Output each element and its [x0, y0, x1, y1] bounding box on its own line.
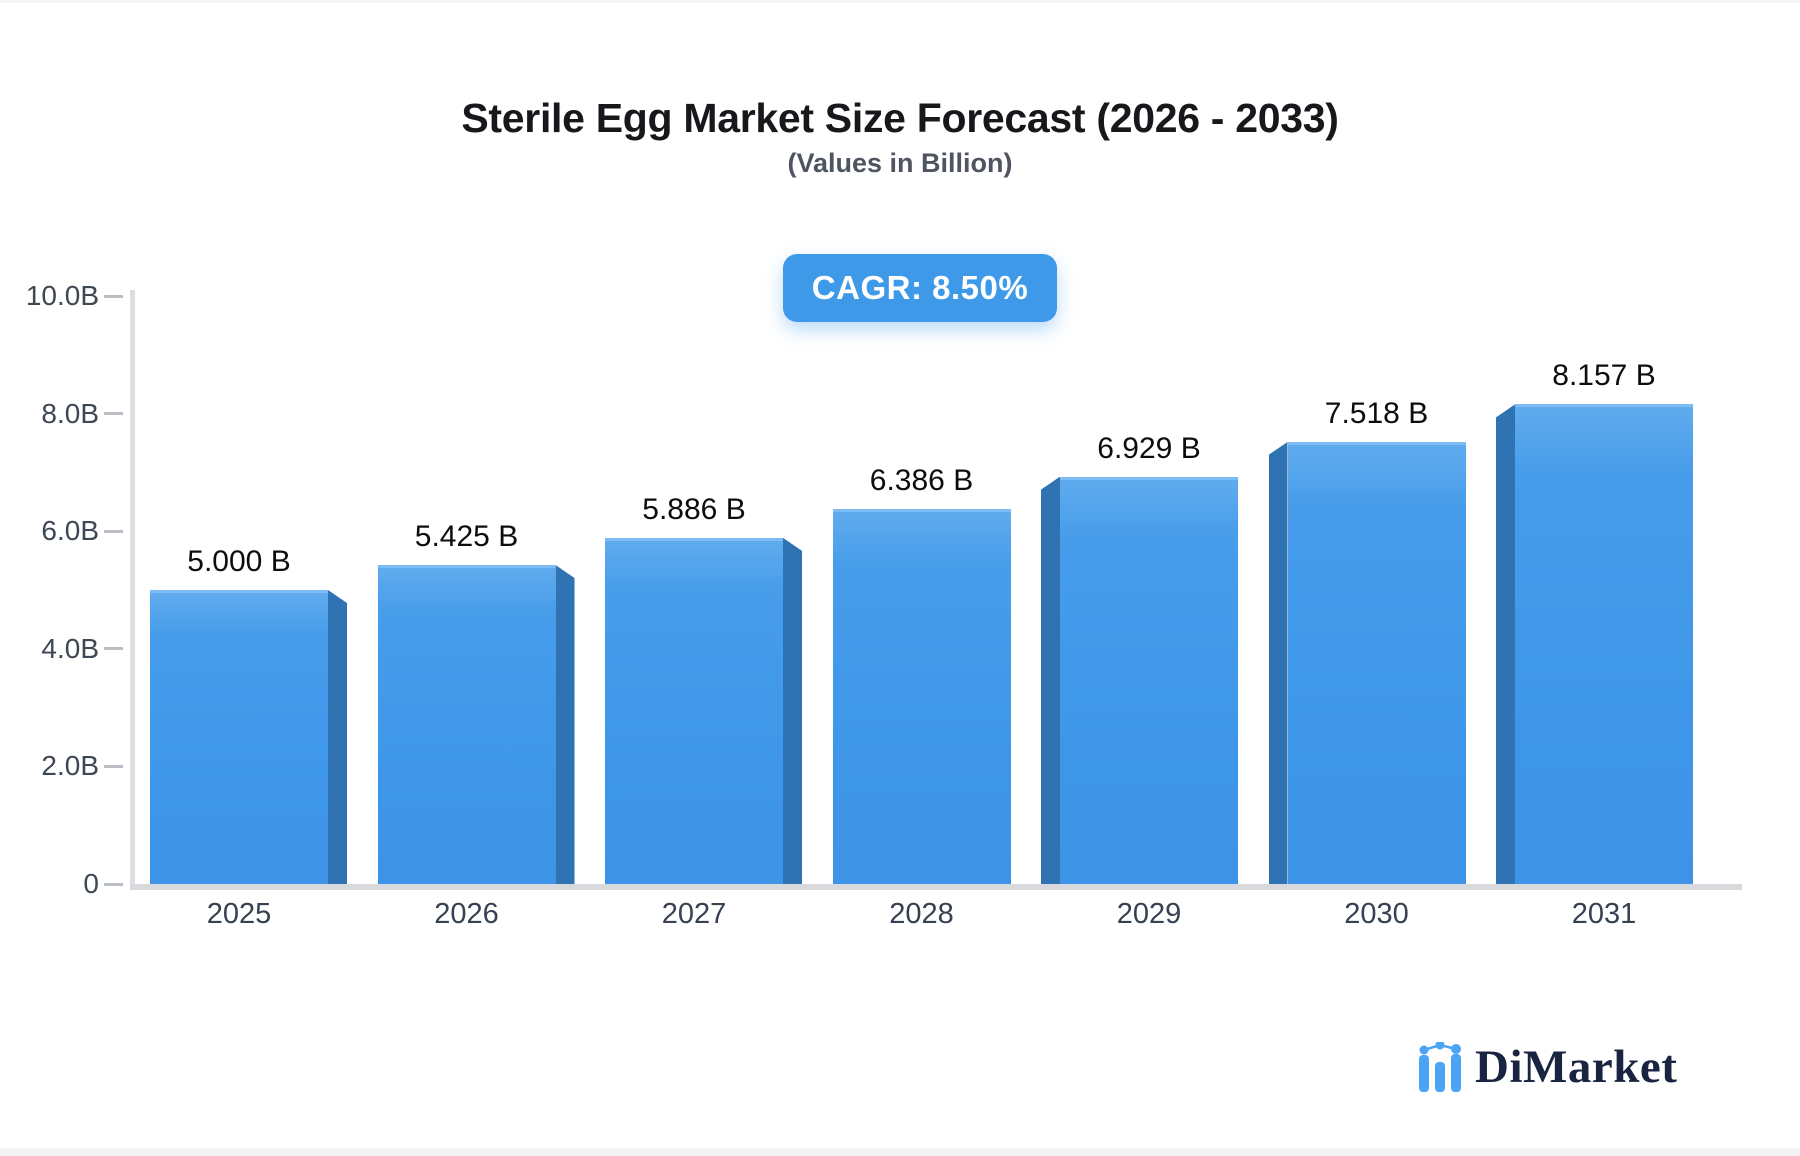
y-tick-dash: [104, 882, 123, 886]
chart-subtitle: (Values in Billion): [787, 148, 1013, 178]
x-tick-label-2029: 2029: [1116, 898, 1182, 930]
bar-3d-side-2027: [783, 537, 802, 884]
bar-value-label-2028: 6.386 B: [869, 463, 974, 497]
y-tick-dash: [104, 294, 123, 298]
x-tick-label-2030: 2030: [1344, 898, 1409, 930]
bar-2030[interactable]: [1287, 441, 1466, 884]
x-tick-label-2028: 2028: [889, 898, 954, 930]
bar-value-label-2031: 8.157 B: [1552, 359, 1656, 393]
y-tick-label: 6.0B: [41, 515, 99, 547]
x-tick-label-2027: 2027: [661, 898, 727, 930]
bar-2027[interactable]: [605, 537, 783, 884]
bar-2026[interactable]: [377, 565, 556, 884]
y-tick-dash: [104, 412, 123, 416]
cagr-badge-label: CAGR: 8.50%: [811, 269, 1029, 306]
y-tick-label: 4.0B: [41, 632, 99, 664]
y-tick-label: 0: [83, 868, 99, 899]
x-tick-label-2031: 2031: [1571, 898, 1637, 930]
x-axis-baseline: [130, 884, 1742, 890]
bar-value-label-2027: 5.886 B: [642, 492, 746, 526]
y-axis-line: [130, 290, 135, 890]
y-tick-label: 10.0B: [25, 280, 99, 311]
bar-3d-side-2025: [328, 590, 347, 884]
dimarket-logo: DiMarket: [1418, 1040, 1677, 1092]
bar-value-label-2030: 7.518 B: [1324, 396, 1429, 430]
dimarket-logo-text: DiMarket: [1475, 1041, 1678, 1093]
mini-bar-chart-icon: [1419, 1042, 1461, 1092]
y-tick-dash: [104, 764, 123, 768]
bar-3d-side-2026: [555, 565, 575, 884]
y-tick-label: 2.0B: [41, 750, 99, 782]
x-tick-label-2025: 2025: [206, 898, 272, 930]
cagr-badge: CAGR: 8.50%: [783, 254, 1057, 322]
bar-3d-side-2030: [1268, 441, 1288, 884]
chart-title: Sterile Egg Market Size Forecast (2026 -…: [461, 95, 1339, 141]
x-tick-label-2026: 2026: [434, 898, 499, 930]
bar-2025[interactable]: [150, 590, 328, 884]
bar-2029[interactable]: [1060, 476, 1238, 884]
bar-3d-side-2029: [1041, 476, 1060, 884]
y-tick-label: 8.0B: [41, 397, 99, 429]
y-tick-dash: [104, 647, 123, 651]
bottom-border-strip: [0, 1148, 1800, 1156]
bar-2028[interactable]: [832, 508, 1011, 884]
bar-value-label-2029: 6.929 B: [1097, 431, 1201, 465]
bar-3d-side-2031: [1496, 404, 1515, 884]
bar-value-label-2025: 5.000 B: [187, 545, 291, 578]
bar-value-label-2026: 5.425 B: [414, 520, 519, 553]
top-border-strip: [0, 0, 1800, 3]
bar-2031[interactable]: [1515, 404, 1693, 884]
y-tick-dash: [104, 529, 123, 533]
